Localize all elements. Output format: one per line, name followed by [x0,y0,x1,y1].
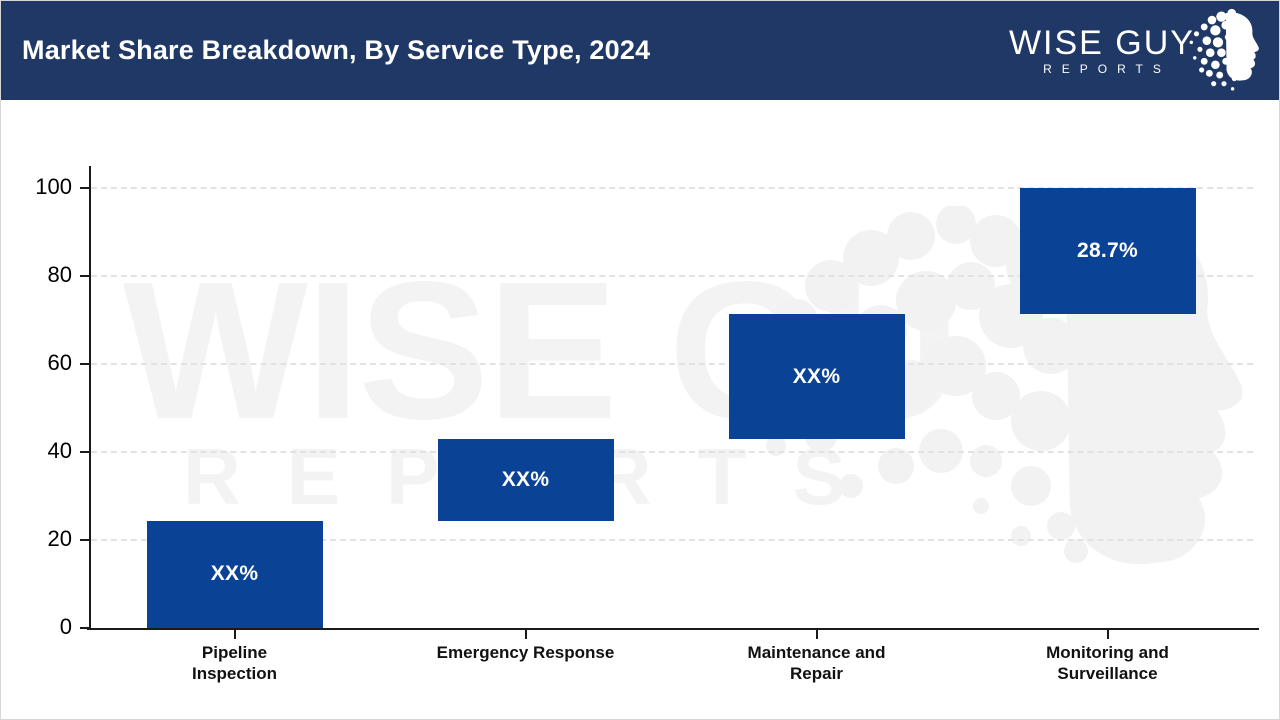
y-axis-line [89,166,91,630]
x-axis-category-label-emergency-response: Emergency Response [396,642,656,663]
category-label-line: Repair [790,664,843,683]
x-axis-category-label-maintenance-and-repair: Maintenance and Repair [687,642,947,684]
y-axis-tick [80,187,89,189]
y-axis-tick [80,363,89,365]
bar-maintenance-and-repair: XX% [728,314,905,440]
x-axis-category-label-monitoring-and-surveillance: Monitoring and Surveillance [978,642,1238,684]
x-axis-category-label-pipeline-inspection: Pipeline Inspection [105,642,365,684]
y-axis-label: 60 [47,350,72,375]
y-axis-tick [80,275,89,277]
y-axis-label: 100 [35,174,72,199]
category-label-line: Emergency Response [436,643,615,662]
bar-value-label: 28.7% [1076,239,1139,263]
category-label-line: Pipeline [201,643,268,662]
x-axis-tick [815,630,818,639]
y-axis-tick [80,539,89,541]
bar-value-label: XX% [792,364,841,388]
wiseguy-logo: WISE GUY REPORTS [1009,8,1267,94]
logo-brand-subtitle: REPORTS [1043,62,1171,76]
gridline-60 [91,363,1253,365]
bar-pipeline-inspection: XX% [146,520,323,628]
gridline-80 [91,275,1253,277]
bar-monitoring-and-surveillance: 28.7% [1019,188,1196,315]
y-axis-tick [80,627,89,629]
wiseguy-face-icon [1189,8,1259,91]
x-axis-line [87,628,1259,630]
y-axis-tick [80,451,89,453]
y-axis-label: 40 [47,438,72,463]
category-label-line: Inspection [191,664,277,683]
y-axis-label: 80 [47,262,72,287]
category-label-line: Maintenance and [747,643,886,662]
bar-emergency-response: XX% [437,439,614,521]
gridline-20 [91,539,1253,541]
category-label-line: Surveillance [1057,664,1158,683]
logo-brand-name: WISE GUY [1008,24,1195,62]
gridline-100 [91,187,1253,189]
bar-value-label: XX% [501,467,550,491]
category-label-line: Monitoring and [1046,643,1169,662]
x-axis-tick [524,630,527,639]
x-axis-tick [233,630,236,639]
y-axis-label: 0 [59,614,72,639]
x-axis-tick [1106,630,1109,639]
gridline-40 [91,451,1253,453]
y-axis-label: 20 [47,526,72,551]
page-title: Market Share Breakdown, By Service Type,… [22,35,651,65]
wiseguy-logo-text: WISE GUY REPORTS [1009,26,1195,75]
header-bar: Market Share Breakdown, By Service Type,… [1,1,1279,100]
bar-value-label: XX% [210,562,259,586]
